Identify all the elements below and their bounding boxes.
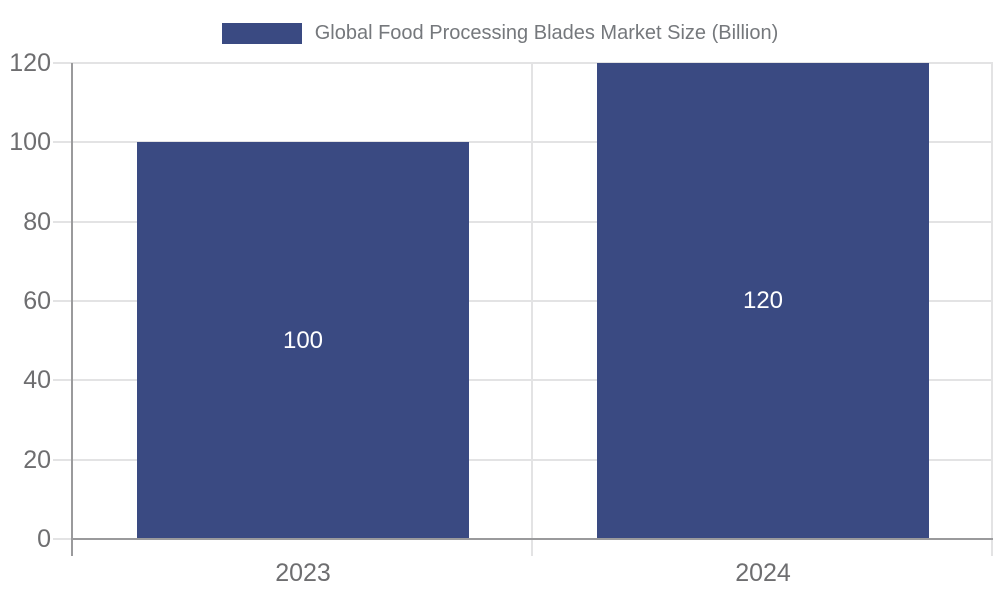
y-axis-tick-label: 0 — [37, 525, 51, 553]
y-axis-tick-label: 60 — [23, 287, 51, 315]
chart-legend[interactable]: Global Food Processing Blades Market Siz… — [0, 17, 1000, 49]
bar-value-label: 120 — [742, 287, 784, 314]
bar-value-label: 100 — [282, 326, 324, 354]
bar-2024 — [597, 63, 929, 539]
legend-swatch — [221, 22, 302, 44]
y-gridline — [53, 62, 993, 64]
y-axis-line — [71, 63, 73, 556]
bar-2023 — [137, 142, 469, 539]
x-gridline — [991, 63, 993, 556]
legend-label: Global Food Processing Blades Market Siz… — [314, 21, 779, 44]
y-axis-tick-label: 20 — [23, 445, 51, 474]
y-gridline — [53, 220, 993, 223]
y-axis-tick-label: 120 — [9, 49, 51, 77]
y-gridline — [53, 458, 993, 461]
y-gridline — [53, 300, 993, 302]
x-axis-tick-label: 2024 — [735, 559, 791, 587]
x-gridline — [531, 63, 533, 556]
y-axis-tick-label: 80 — [23, 207, 51, 236]
y-gridline — [53, 379, 993, 382]
y-axis-tick-label: 100 — [9, 128, 51, 157]
x-axis-line — [71, 538, 993, 540]
y-gridline — [53, 141, 993, 144]
x-axis-tick-label: 2023 — [275, 559, 331, 587]
y-axis-tick-label: 40 — [23, 366, 51, 395]
